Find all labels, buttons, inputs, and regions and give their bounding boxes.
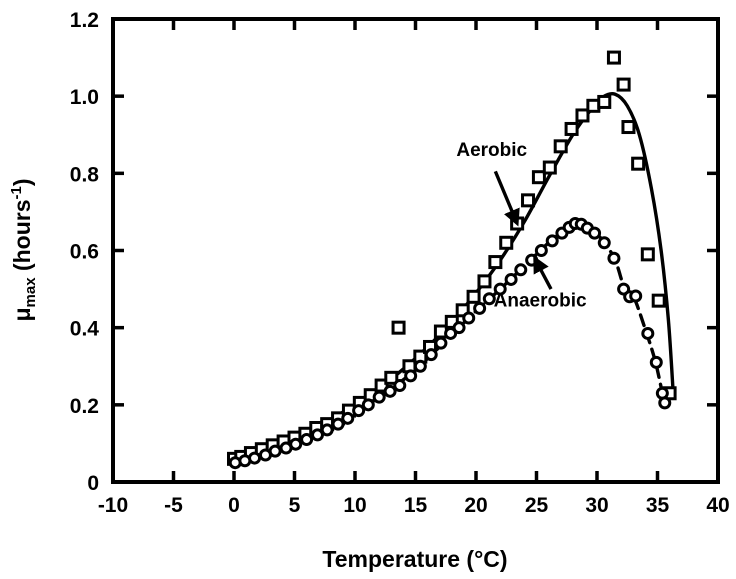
x-tick-label: 0 [228, 494, 240, 517]
marker-circle [404, 369, 418, 383]
marker-circle [462, 311, 476, 325]
x-tick-label: 40 [706, 494, 729, 517]
marker-circle [310, 428, 324, 442]
marker-circle [341, 411, 355, 425]
marker-circle [473, 301, 487, 315]
x-tick-label: -10 [98, 494, 128, 517]
y-axis-title-mu: μ [9, 307, 35, 321]
marker-circle [331, 417, 345, 431]
marker-circle [372, 390, 386, 404]
marker-circle [361, 398, 375, 412]
marker-circle [649, 355, 663, 369]
marker-circle [268, 444, 282, 458]
marker-circle [300, 433, 314, 447]
x-tick-label: 15 [404, 494, 428, 517]
marker-circle [482, 292, 496, 306]
marker-circle [434, 336, 448, 350]
marker-square [477, 274, 492, 289]
marker-circle [641, 326, 655, 340]
marker-circle [452, 321, 466, 335]
marker-square [384, 370, 399, 385]
x-tick-label: 25 [525, 494, 549, 517]
y-tick-label: 1.2 [70, 9, 99, 32]
markers-anaerobic [228, 216, 672, 470]
marker-square [391, 320, 406, 335]
marker-square [616, 77, 631, 92]
x-tick-label: 10 [343, 494, 366, 517]
anaerobic-annotation-label: Anaerobic [494, 290, 587, 311]
x-axis-title: Temperature (°C) [322, 546, 507, 572]
x-axis-ticks: -10 -5 0 5 10 15 20 25 30 35 40 [98, 19, 730, 517]
marker-circle [525, 253, 539, 267]
marker-square [531, 170, 546, 185]
y-axis-title: μmax (hours-1) [8, 178, 39, 321]
svg-text:μmax (hours-1): μmax (hours-1) [8, 178, 39, 321]
marker-square [621, 120, 636, 135]
y-tick-label: 0.8 [70, 163, 100, 186]
marker-circle [352, 404, 366, 418]
y-axis-title-subscript: max [22, 277, 39, 308]
x-tick-label: 20 [464, 494, 487, 517]
x-tick-label: 5 [289, 494, 301, 517]
marker-square [510, 216, 525, 231]
aerobic-annotation-label: Aerobic [456, 140, 527, 161]
y-tick-label: 0.2 [70, 395, 99, 418]
marker-circle [248, 451, 262, 465]
marker-square [499, 235, 514, 250]
y-axis-title-superscript: -1 [8, 186, 25, 199]
marker-square [564, 121, 579, 136]
y-tick-label: 0.6 [70, 241, 99, 264]
marker-square [521, 193, 536, 208]
marker-square [597, 94, 612, 109]
marker-square [640, 247, 655, 262]
marker-circle [393, 379, 407, 393]
marker-square [466, 289, 481, 304]
anaerobic-annotation-arrow [533, 255, 553, 290]
marker-circle [588, 226, 602, 240]
marker-square [651, 293, 666, 308]
marker-circle [545, 234, 559, 248]
marker-square [553, 139, 568, 154]
marker-circle [444, 326, 458, 340]
y-tick-label: 0 [87, 472, 99, 495]
x-tick-label: 35 [646, 494, 670, 517]
marker-circle [658, 396, 672, 410]
marker-circle [493, 282, 507, 296]
marker-circle [424, 348, 438, 362]
y-axis-title-close: ) [9, 178, 35, 186]
marker-square [575, 108, 590, 123]
aerobic-annotation-arrow [493, 170, 520, 227]
data-markers [227, 50, 677, 470]
marker-square [374, 378, 389, 393]
marker-square [542, 160, 557, 175]
marker-circle [504, 272, 518, 286]
marker-circle [514, 263, 528, 277]
y-tick-label: 0.4 [70, 318, 100, 341]
fitted-curves [232, 91, 675, 465]
y-tick-label: 1.0 [70, 86, 99, 109]
series-annotations: Aerobic Anaerobic [456, 140, 587, 311]
marker-circle [597, 236, 611, 250]
marker-circle [383, 384, 397, 398]
marker-circle [413, 359, 427, 373]
y-axis-ticks: 0 0.2 0.4 0.6 0.8 1.0 1.2 [70, 9, 718, 495]
curve-aerobic [232, 91, 675, 462]
x-tick-label: -5 [164, 494, 183, 517]
marker-square [631, 156, 646, 171]
marker-circle [607, 251, 621, 265]
marker-circle [289, 437, 303, 451]
marker-circle [534, 244, 548, 257]
marker-square [586, 98, 601, 113]
x-tick-label: 30 [585, 494, 608, 517]
marker-circle [320, 423, 334, 437]
marker-square [488, 255, 503, 270]
y-axis-title-rest: (hours [9, 199, 35, 277]
marker-square [606, 50, 621, 65]
marker-circle [629, 289, 643, 303]
